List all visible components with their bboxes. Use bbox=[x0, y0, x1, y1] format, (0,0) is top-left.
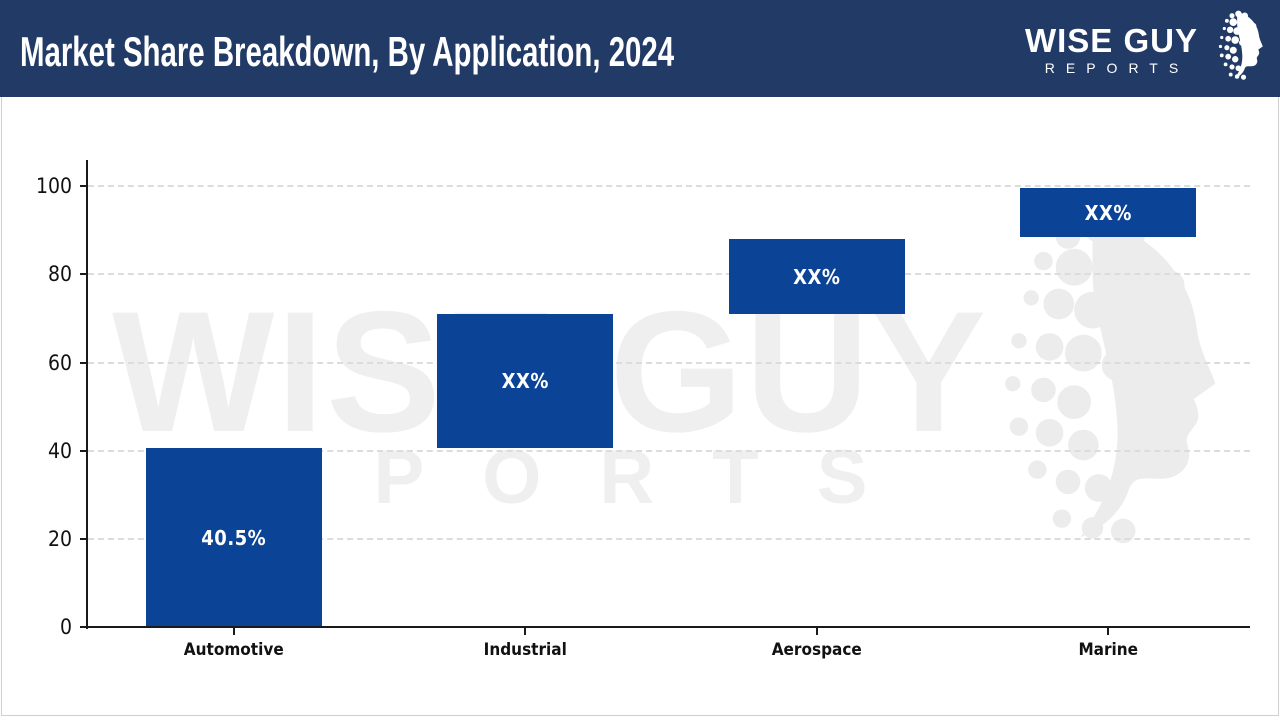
x-tick-label: Automotive bbox=[183, 640, 284, 660]
brand-subtitle: REPORTS bbox=[1044, 59, 1190, 76]
page-title: Market Share Breakdown, By Application, … bbox=[20, 28, 675, 75]
y-tick-label: 60 bbox=[47, 350, 72, 375]
y-tick-label: 80 bbox=[47, 262, 72, 287]
x-tick-mark bbox=[232, 628, 235, 635]
bar-aerospace: XX% bbox=[728, 239, 905, 315]
bar-marine: XX% bbox=[1020, 188, 1197, 237]
x-tick-mark bbox=[815, 628, 818, 635]
x-tick-mark bbox=[1107, 628, 1110, 635]
bar-value-label: XX% bbox=[501, 369, 549, 394]
y-tick-label: 0 bbox=[59, 615, 72, 639]
x-tick-label: Marine bbox=[1078, 640, 1139, 660]
y-tick-mark bbox=[80, 537, 88, 540]
header: Market Share Breakdown, By Application, … bbox=[0, 0, 1280, 97]
x-tick-mark bbox=[524, 628, 527, 635]
bar-value-label: 40.5% bbox=[201, 525, 267, 550]
bar-value-label: XX% bbox=[1084, 200, 1132, 225]
brand-logo: WISE GUY REPORTS bbox=[1025, 9, 1264, 89]
y-tick-mark bbox=[80, 361, 88, 364]
y-tick-label: 20 bbox=[47, 526, 72, 551]
x-axis bbox=[86, 626, 1250, 628]
y-tick-mark bbox=[80, 273, 88, 276]
bar-industrial: XX% bbox=[437, 314, 614, 449]
gridline bbox=[88, 273, 1250, 276]
y-tick-mark bbox=[80, 449, 88, 452]
logo-face-icon bbox=[1218, 10, 1263, 80]
bar-automotive: 40.5% bbox=[145, 448, 322, 627]
y-tick-mark bbox=[80, 185, 88, 188]
brand-logo-text: WISE GUY REPORTS bbox=[1025, 24, 1198, 75]
y-tick-label: 40 bbox=[47, 438, 72, 463]
gridline bbox=[88, 361, 1250, 364]
x-tick-label: Aerospace bbox=[771, 640, 862, 660]
y-tick-mark bbox=[80, 626, 88, 628]
bar-value-label: XX% bbox=[793, 264, 841, 289]
y-tick-label: 100 bbox=[35, 174, 72, 199]
gridline bbox=[88, 449, 1250, 452]
gridline bbox=[88, 185, 1250, 188]
y-axis bbox=[86, 160, 88, 629]
brand-name: WISE GUY bbox=[1024, 21, 1198, 59]
gridline bbox=[88, 537, 1250, 540]
x-tick-label: Industrial bbox=[483, 640, 567, 660]
